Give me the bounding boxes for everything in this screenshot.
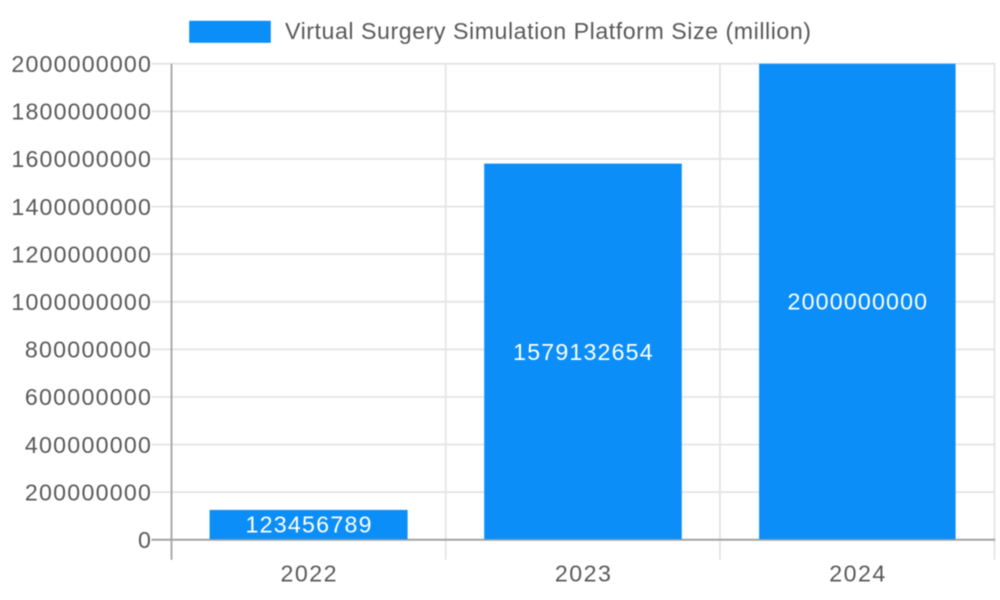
svg-text:2000000000: 2000000000 <box>788 289 928 315</box>
svg-text:Virtual Surgery Simulation Pla: Virtual Surgery Simulation Platform Size… <box>285 18 811 44</box>
svg-text:0: 0 <box>138 527 151 553</box>
svg-text:1000000000: 1000000000 <box>11 289 151 315</box>
svg-text:1600000000: 1600000000 <box>11 146 151 172</box>
svg-text:1400000000: 1400000000 <box>11 194 151 220</box>
svg-text:1579132654: 1579132654 <box>513 339 653 365</box>
svg-text:600000000: 600000000 <box>25 384 151 410</box>
svg-text:400000000: 400000000 <box>25 432 151 458</box>
svg-text:2022: 2022 <box>281 561 337 587</box>
svg-text:2000000000: 2000000000 <box>11 51 151 77</box>
svg-text:123456789: 123456789 <box>246 512 372 538</box>
svg-text:2023: 2023 <box>555 561 611 587</box>
svg-text:200000000: 200000000 <box>25 479 151 505</box>
svg-text:800000000: 800000000 <box>25 337 151 363</box>
svg-text:2024: 2024 <box>829 561 885 587</box>
svg-text:1200000000: 1200000000 <box>11 241 151 267</box>
svg-text:1800000000: 1800000000 <box>11 99 151 125</box>
